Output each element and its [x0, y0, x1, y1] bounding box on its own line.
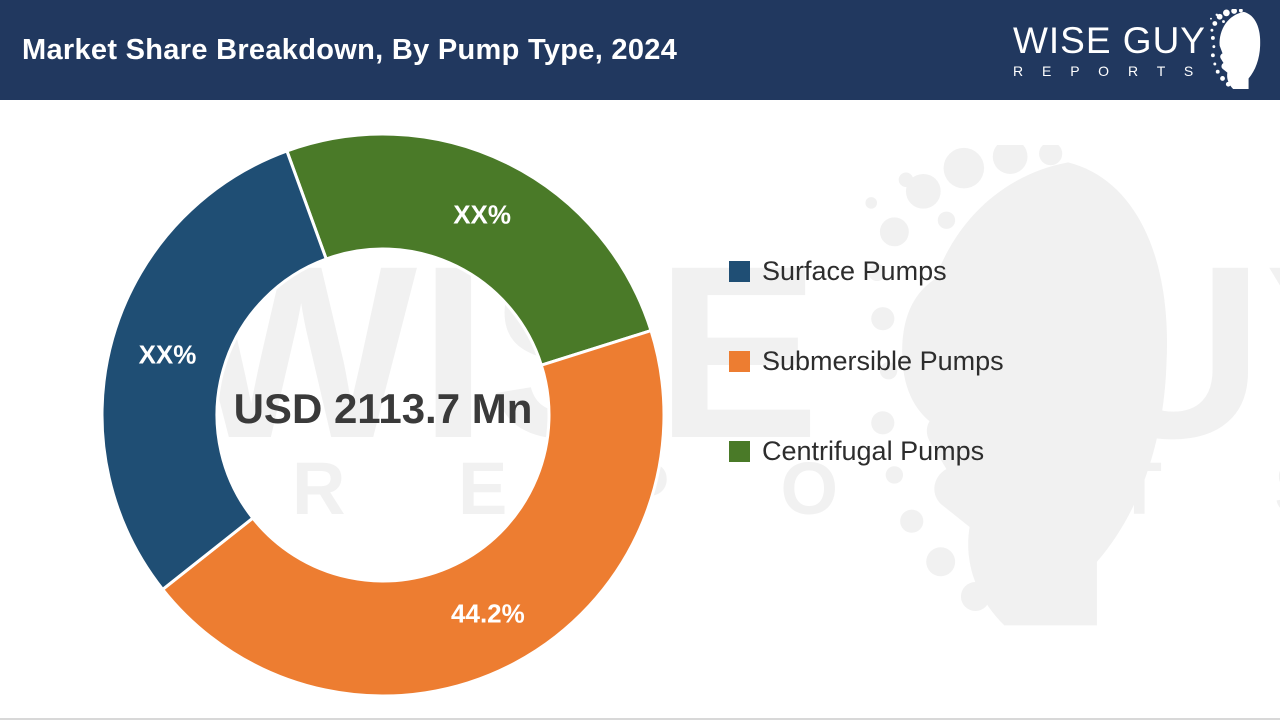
legend-swatch-submersible-pumps: [729, 351, 750, 372]
page-title: Market Share Breakdown, By Pump Type, 20…: [22, 33, 678, 66]
donut-slice-submersible-pumps: [161, 329, 666, 698]
donut-slice-centrifugal-pumps: [285, 132, 653, 367]
legend-label-surface-pumps: Surface Pumps: [762, 256, 947, 286]
logo-text: WISE GUY R E P O R T S: [1013, 22, 1206, 79]
watermark-face-icon: [865, 145, 1168, 626]
logo-face-icon: [1210, 9, 1261, 90]
legend-item-submersible-pumps: Submersible Pumps: [729, 346, 1004, 377]
donut-slice-surface-pumps: [100, 149, 328, 591]
chart-center-value: USD 2113.7 Mn: [233, 385, 533, 432]
header: Market Share Breakdown, By Pump Type, 20…: [0, 0, 1280, 100]
legend-swatch-surface-pumps: [729, 261, 750, 282]
legend-item-surface-pumps: Surface Pumps: [729, 256, 1004, 287]
logo-wordmark: WISE GUY: [1012, 19, 1206, 61]
slice-label-surface-pumps: XX%: [139, 339, 197, 369]
legend-label-centrifugal-pumps: Centrifugal Pumps: [762, 436, 985, 466]
logo-subtitle: R E P O R T S: [1012, 62, 1201, 79]
wiseguy-logo: WISE GUY R E P O R T S: [1013, 9, 1264, 91]
legend: Surface Pumps Submersible Pumps Centrifu…: [729, 256, 1004, 467]
slice-label-centrifugal-pumps: XX%: [453, 199, 511, 229]
legend-label-submersible-pumps: Submersible Pumps: [762, 346, 1004, 376]
slice-label-submersible-pumps: 44.2%: [451, 598, 525, 628]
legend-item-centrifugal-pumps: Centrifugal Pumps: [729, 436, 1004, 467]
legend-swatch-centrifugal-pumps: [729, 441, 750, 462]
